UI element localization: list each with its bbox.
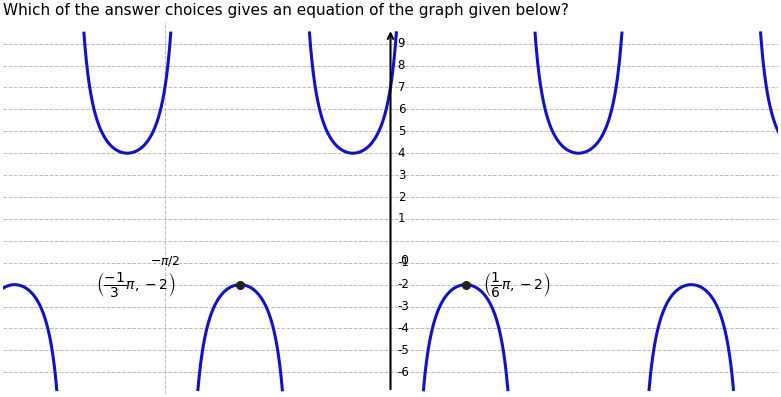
- Text: -1: -1: [398, 256, 409, 269]
- Text: $-\pi/2$: $-\pi/2$: [150, 254, 180, 268]
- Text: -5: -5: [398, 344, 409, 357]
- Text: 4: 4: [398, 147, 405, 160]
- Text: $\left(\dfrac{-1}{3}\pi, -2\right)$: $\left(\dfrac{-1}{3}\pi, -2\right)$: [96, 270, 176, 299]
- Text: 7: 7: [398, 81, 405, 94]
- Text: 1: 1: [398, 212, 405, 225]
- Text: 0: 0: [401, 254, 408, 267]
- Text: 5: 5: [398, 125, 405, 138]
- Text: 9: 9: [398, 37, 405, 50]
- Text: Which of the answer choices gives an equation of the graph given below?: Which of the answer choices gives an equ…: [3, 3, 569, 18]
- Text: 8: 8: [398, 59, 405, 72]
- Text: 6: 6: [398, 103, 405, 116]
- Text: $\left(\dfrac{1}{6}\pi, -2\right)$: $\left(\dfrac{1}{6}\pi, -2\right)$: [483, 270, 551, 299]
- Text: 2: 2: [398, 191, 405, 204]
- Text: -4: -4: [398, 322, 409, 335]
- Text: -6: -6: [398, 366, 409, 379]
- Text: -2: -2: [398, 278, 409, 291]
- Text: -3: -3: [398, 300, 409, 313]
- Text: 3: 3: [398, 169, 405, 181]
